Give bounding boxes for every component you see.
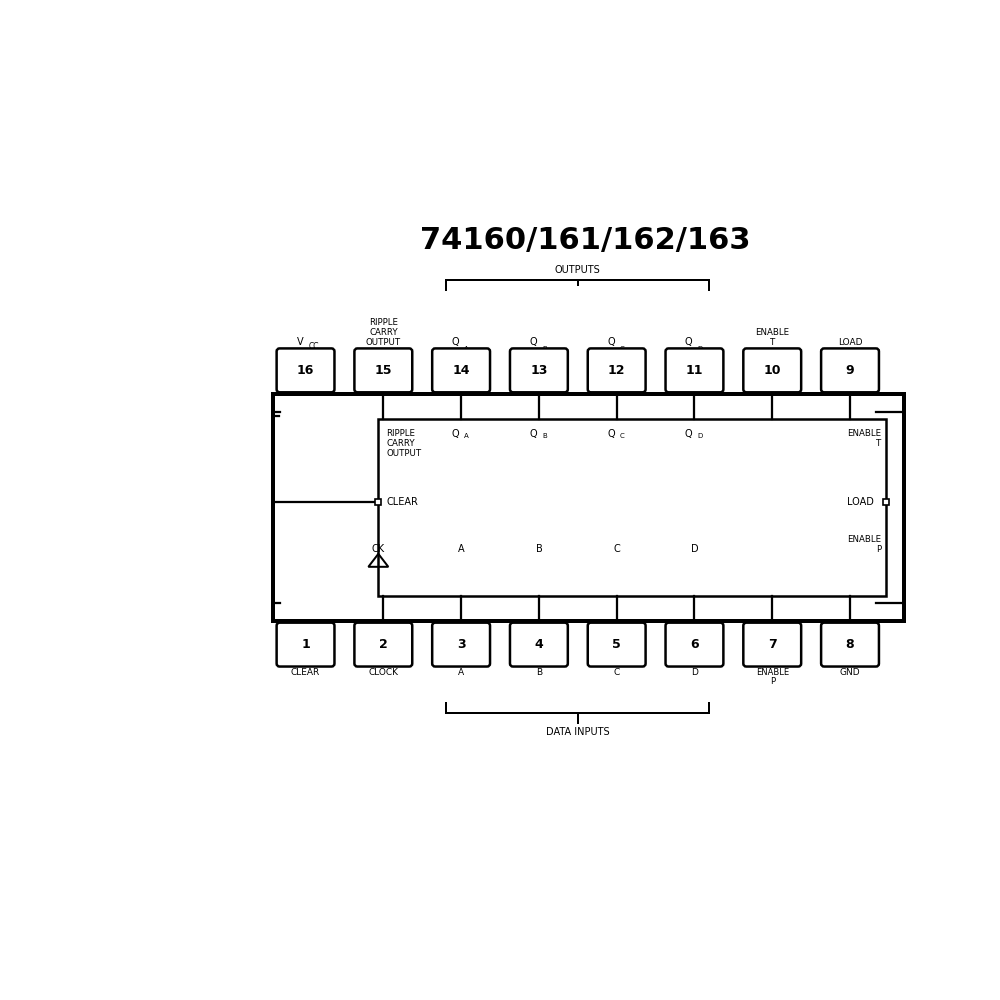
Text: 11: 11 [686,364,703,377]
Text: A: A [458,668,464,677]
FancyBboxPatch shape [666,623,723,667]
Text: CLEAR: CLEAR [291,668,320,677]
Text: Q: Q [451,429,459,439]
Text: Q: Q [529,429,537,439]
Text: Q: Q [451,337,459,347]
Text: 5: 5 [612,638,621,651]
FancyBboxPatch shape [354,348,412,392]
FancyBboxPatch shape [743,623,801,667]
Text: B: B [542,433,547,439]
FancyBboxPatch shape [277,348,334,392]
Text: LOAD: LOAD [847,497,874,507]
FancyBboxPatch shape [432,623,490,667]
FancyBboxPatch shape [510,623,568,667]
Text: LOAD: LOAD [838,338,862,347]
FancyBboxPatch shape [354,623,412,667]
Text: 10: 10 [763,364,781,377]
Text: ENABLE
T: ENABLE T [847,429,881,448]
FancyBboxPatch shape [743,348,801,392]
FancyBboxPatch shape [588,348,646,392]
Text: CK: CK [372,544,385,554]
Text: CC: CC [309,342,319,351]
Text: ENABLE
P: ENABLE P [847,535,881,554]
Text: Q: Q [685,337,692,347]
Bar [378,419,886,596]
Text: B: B [536,544,542,554]
Text: 12: 12 [608,364,625,377]
Text: 74160/161/162/163: 74160/161/162/163 [420,226,750,255]
Text: ENABLE
T: ENABLE T [755,328,789,347]
Text: 14: 14 [452,364,470,377]
FancyBboxPatch shape [432,348,490,392]
Text: Q: Q [607,337,615,347]
Text: 16: 16 [297,364,314,377]
Text: Q: Q [529,337,537,347]
Text: 9: 9 [846,364,854,377]
Text: RIPPLE
CARRY
OUTPUT: RIPPLE CARRY OUTPUT [366,318,401,347]
Text: A: A [464,346,469,352]
Text: 13: 13 [530,364,548,377]
Text: C: C [620,433,624,439]
Text: D: D [691,544,698,554]
Text: A: A [464,433,469,439]
Text: D: D [691,668,698,677]
FancyBboxPatch shape [821,623,879,667]
FancyBboxPatch shape [510,348,568,392]
Text: D: D [697,346,703,352]
Text: C: C [613,544,620,554]
Text: 4: 4 [535,638,543,651]
Text: D: D [697,433,703,439]
Text: B: B [542,346,547,352]
Text: GND: GND [840,668,860,677]
Text: 8: 8 [846,638,854,651]
Text: CLEAR: CLEAR [386,497,418,507]
Text: Q: Q [685,429,692,439]
Text: 7: 7 [768,638,777,651]
Text: DATA INPUTS: DATA INPUTS [546,727,610,737]
FancyBboxPatch shape [666,348,723,392]
FancyBboxPatch shape [588,623,646,667]
FancyBboxPatch shape [277,623,334,667]
Text: A: A [458,544,464,554]
Text: RIPPLE
CARRY
OUTPUT: RIPPLE CARRY OUTPUT [386,429,421,458]
Text: C: C [620,346,624,352]
Text: 1: 1 [301,638,310,651]
Text: 15: 15 [375,364,392,377]
Text: 3: 3 [457,638,465,651]
Text: B: B [536,668,542,677]
Text: OUTPUTS: OUTPUTS [555,265,601,275]
Text: C: C [614,668,620,677]
Text: CLOCK: CLOCK [368,668,398,677]
Text: 6: 6 [690,638,699,651]
Text: ENABLE
P: ENABLE P [756,668,789,686]
Bar [273,394,904,621]
Text: Q: Q [607,429,615,439]
Text: 2: 2 [379,638,388,651]
FancyBboxPatch shape [821,348,879,392]
Text: V: V [297,337,304,347]
